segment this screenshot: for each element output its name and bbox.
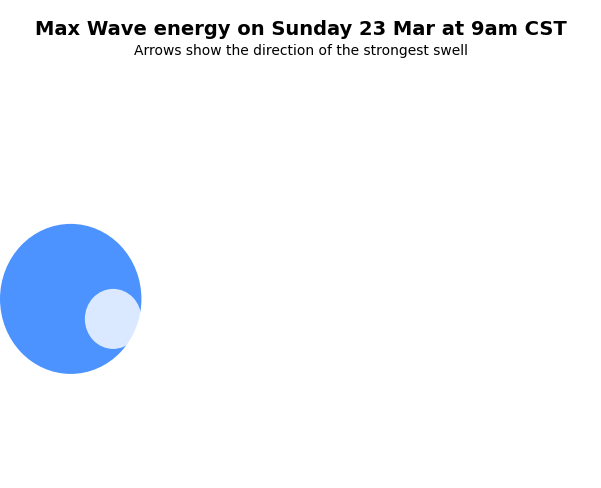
Ellipse shape — [85, 289, 141, 349]
Ellipse shape — [0, 224, 141, 374]
Text: Arrows show the direction of the strongest swell: Arrows show the direction of the stronge… — [133, 44, 468, 58]
Text: Max Wave energy on Sunday 23 Mar at 9am CST: Max Wave energy on Sunday 23 Mar at 9am … — [35, 20, 566, 39]
